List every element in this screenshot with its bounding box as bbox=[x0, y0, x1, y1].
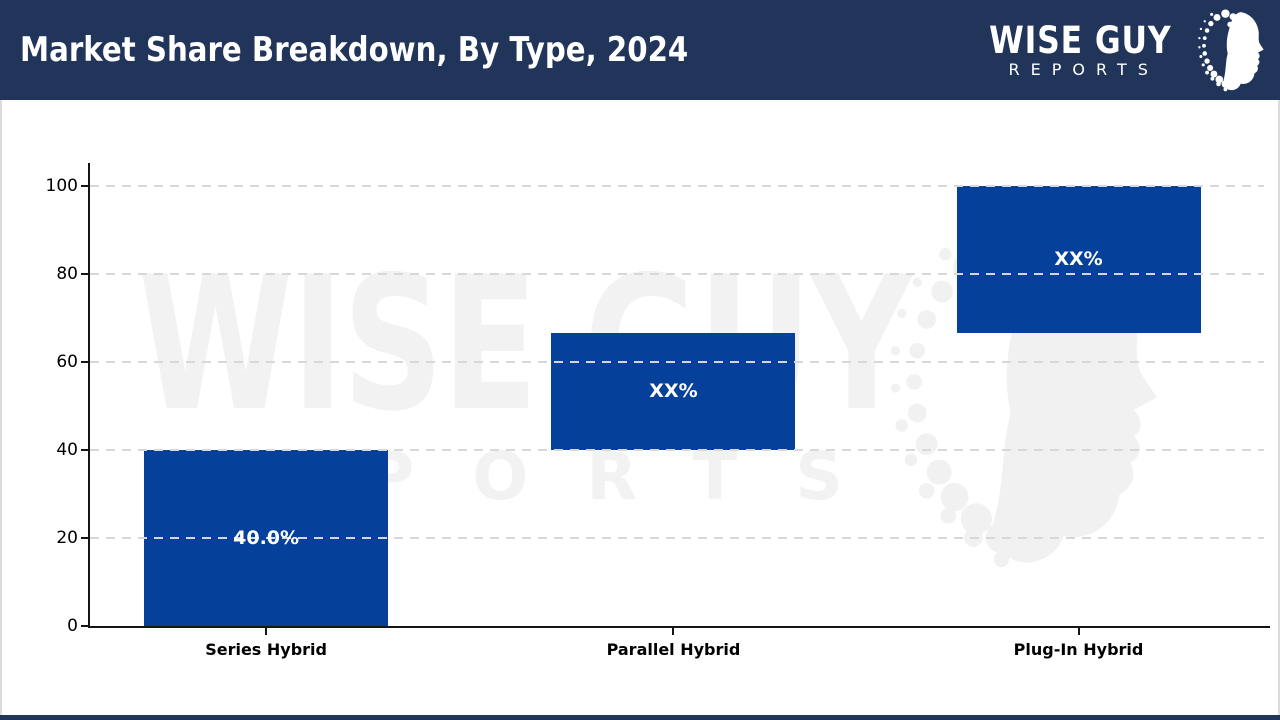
dotted-head-icon bbox=[1190, 6, 1270, 94]
y-axis-tick bbox=[81, 625, 88, 627]
y-axis-tick bbox=[81, 536, 88, 539]
x-category-label: Parallel Hybrid bbox=[606, 640, 741, 659]
bar-value-label: XX% bbox=[649, 380, 698, 403]
y-axis-tick bbox=[81, 360, 88, 363]
bar bbox=[551, 333, 796, 450]
bar-value-label: XX% bbox=[1054, 248, 1103, 271]
y-axis-tick-label: 20 bbox=[56, 527, 78, 548]
bar-value-label: 40.0% bbox=[233, 526, 300, 549]
brand-logo: WISE GUY REPORTS bbox=[973, 4, 1270, 96]
gridline bbox=[90, 360, 1264, 363]
chart-area: WISE GUY REPORTS 40.0% XX% XX% 0 20 40 60 80 10… bbox=[0, 100, 1280, 716]
brand-logo-text: WISE GUY REPORTS bbox=[973, 18, 1188, 80]
x-axis-tick bbox=[672, 628, 675, 635]
y-axis-tick bbox=[81, 184, 88, 187]
x-axis-tick bbox=[265, 628, 268, 635]
bottom-bar bbox=[0, 715, 1280, 720]
y-axis-tick-label: 100 bbox=[45, 175, 78, 196]
gridline bbox=[90, 536, 1264, 539]
x-category-label: Plug-In Hybrid bbox=[1013, 640, 1144, 659]
gridline bbox=[90, 184, 1264, 187]
y-axis-tick bbox=[81, 448, 88, 451]
gridline bbox=[90, 448, 1264, 451]
y-axis-tick-label: 80 bbox=[56, 263, 78, 284]
y-axis-tick bbox=[81, 272, 88, 275]
brand-name: WISE GUY bbox=[989, 18, 1172, 62]
brand-subtitle: REPORTS bbox=[1008, 60, 1159, 80]
plot-area: 40.0% XX% XX% bbox=[90, 163, 1264, 626]
y-axis-tick-label: 0 bbox=[67, 616, 78, 636]
y-axis-line bbox=[88, 163, 90, 628]
y-axis-tick-label: 60 bbox=[56, 351, 78, 372]
y-axis-tick-label: 40 bbox=[56, 439, 78, 460]
header-bar: Market Share Breakdown, By Type, 2024 WI… bbox=[0, 0, 1280, 100]
bar bbox=[956, 185, 1201, 334]
page-title: Market Share Breakdown, By Type, 2024 bbox=[20, 30, 689, 70]
x-axis-tick bbox=[1077, 628, 1080, 635]
gridline bbox=[90, 272, 1264, 275]
x-axis-line bbox=[88, 626, 1270, 628]
x-category-label: Series Hybrid bbox=[205, 640, 327, 659]
